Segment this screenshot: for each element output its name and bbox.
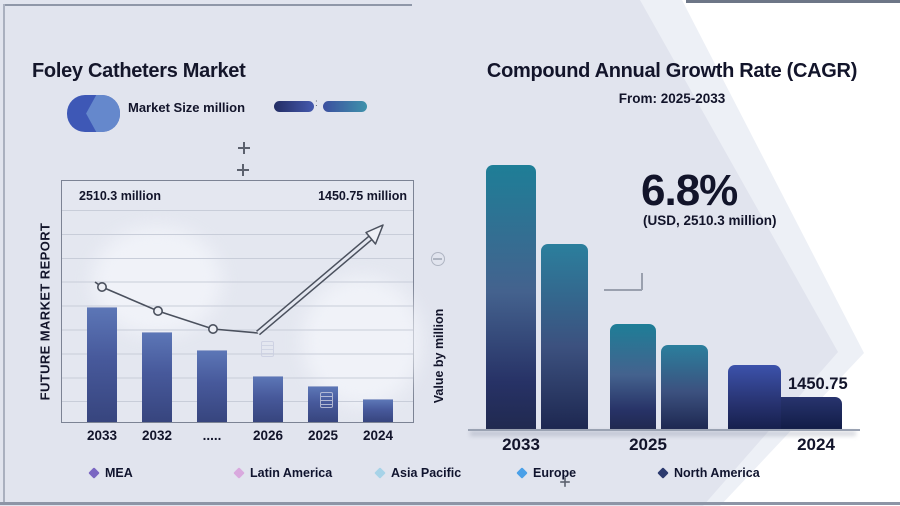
cagr-subtitle: From: 2025-2033 [618, 91, 726, 106]
x-label-dots: ..... [202, 428, 222, 443]
legend-label: North America [674, 466, 760, 480]
x-axis-line [468, 429, 860, 431]
cagr-note: (USD, 2510.3 million) [643, 213, 777, 228]
legend-label: Europe [533, 466, 577, 480]
value-axis-label: Value by million [432, 308, 446, 404]
x-label-2025: 2025 [307, 428, 339, 443]
legend-label: Latin America [250, 466, 333, 480]
bar-2033 [87, 307, 117, 422]
x-label-right-2024: 2024 [797, 435, 835, 454]
page-title: Foley Catheters Market [32, 60, 246, 82]
cagr-title: Compound Annual Growth Rate (CAGR) [486, 60, 858, 82]
frame-line-top [4, 4, 412, 6]
bar-2026 [253, 376, 283, 422]
circle-minus-icon [431, 252, 445, 266]
market-size-legend-label: Market Size million [128, 100, 246, 115]
future-market-report-watermark: FUTURE MARKET REPORT [37, 222, 53, 401]
cylinder-icon [67, 95, 120, 132]
frame-line-bottom [0, 502, 900, 505]
legend-label: MEA [105, 466, 133, 480]
pill-separator: : [315, 98, 318, 109]
pill-icon-navy [274, 101, 314, 112]
market-size-chart: 2510.3 million 1450.75 million [61, 180, 422, 423]
north-america-diamond-icon [657, 467, 669, 479]
trend-line-overlay [94, 224, 384, 336]
cagr-value: 6.8% [641, 166, 738, 215]
cagr-bar-2024-b [781, 397, 842, 430]
x-label-right-2025: 2025 [629, 435, 667, 454]
step-bracket-horizontal [604, 289, 642, 291]
gridlines [62, 210, 413, 403]
frame-line-top-right [686, 0, 900, 3]
legend-item-asia-pacific: Asia Pacific [374, 466, 462, 480]
x-label-2024: 2024 [362, 428, 394, 443]
latin-america-diamond-icon [233, 467, 245, 479]
ghost-document-icon [261, 341, 274, 357]
legend-item-latin-america: Latin America [233, 466, 333, 480]
axis-shadow [470, 431, 856, 436]
x-label-2033: 2033 [86, 428, 118, 443]
legend-item-europe: Europe [516, 466, 577, 480]
min-value-label: 1450.75 million [318, 189, 407, 203]
ghost-document-icon [320, 392, 333, 408]
x-label-2026: 2026 [252, 428, 284, 443]
pill-icon-teal [323, 101, 367, 112]
cagr-bar-2025-b [661, 345, 708, 430]
frame-line-left [3, 4, 5, 502]
cagr-bar-2033-a [486, 165, 536, 430]
bar-dots [197, 350, 227, 422]
step-bracket-vertical [641, 273, 643, 290]
bar-2032 [142, 332, 172, 422]
max-value-label: 2510.3 million [79, 189, 161, 203]
plus-decoration-2 [237, 164, 249, 176]
x-label-right-2033: 2033 [502, 435, 540, 454]
plus-decoration-3 [560, 477, 570, 487]
value-annotation-1450: 1450.75 [788, 375, 848, 393]
x-label-2032: 2032 [141, 428, 173, 443]
cylinder-face [86, 95, 120, 132]
bar-2024 [363, 399, 393, 422]
legend-item-north-america: North America [657, 466, 760, 480]
legend-item-mea: MEA [88, 466, 133, 480]
cagr-bar-2025-a [610, 324, 656, 430]
europe-diamond-icon [516, 467, 528, 479]
plus-decoration-1 [238, 142, 250, 154]
legend-label: Asia Pacific [391, 466, 462, 480]
mea-diamond-icon [88, 467, 100, 479]
asia-pacific-diamond-icon [374, 467, 386, 479]
cagr-bar-2024-a [728, 365, 781, 430]
cagr-bar-2033-b [541, 244, 588, 430]
